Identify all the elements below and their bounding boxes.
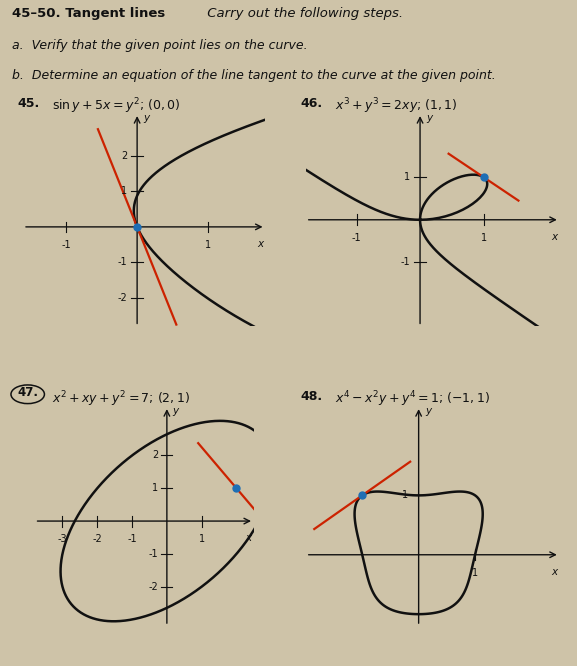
Text: 1: 1 [404, 172, 410, 182]
Text: x: x [257, 238, 263, 248]
Text: 1: 1 [121, 186, 128, 196]
Text: 48.: 48. [300, 390, 322, 403]
Text: 1: 1 [205, 240, 211, 250]
Text: y: y [425, 406, 431, 416]
Text: 2: 2 [121, 151, 128, 161]
Text: -1: -1 [352, 232, 361, 242]
Text: x: x [551, 232, 557, 242]
Text: b.  Determine an equation of the line tangent to the curve at the given point.: b. Determine an equation of the line tan… [12, 69, 495, 82]
Text: y: y [143, 113, 149, 123]
Text: -1: -1 [128, 534, 137, 544]
Text: $x^3 + y^3 = 2xy$; $(1, 1)$: $x^3 + y^3 = 2xy$; $(1, 1)$ [335, 97, 458, 116]
Text: -3: -3 [58, 534, 68, 544]
Text: 1: 1 [481, 232, 486, 242]
Text: x: x [551, 567, 557, 577]
Text: 1: 1 [402, 490, 409, 500]
Text: $x^2 + xy + y^2 = 7$; $(2, 1)$: $x^2 + xy + y^2 = 7$; $(2, 1)$ [52, 390, 190, 409]
Text: 46.: 46. [300, 97, 322, 110]
Text: $x^4 - x^2y + y^4 = 1$; $(-1, 1)$: $x^4 - x^2y + y^4 = 1$; $(-1, 1)$ [335, 390, 490, 409]
Text: 2: 2 [152, 450, 158, 460]
Text: y: y [173, 406, 178, 416]
Text: 47.: 47. [17, 386, 38, 400]
Text: 1: 1 [198, 534, 205, 544]
Text: a.  Verify that the given point lies on the curve.: a. Verify that the given point lies on t… [12, 39, 307, 52]
Text: -1: -1 [118, 257, 128, 268]
Text: -1: -1 [61, 240, 70, 250]
Text: 1: 1 [472, 568, 478, 578]
Text: -1: -1 [400, 257, 410, 268]
Text: -2: -2 [92, 534, 102, 544]
Text: x: x [246, 533, 252, 543]
Text: 45.: 45. [17, 97, 40, 110]
Text: Carry out the following steps.: Carry out the following steps. [203, 7, 403, 20]
Text: -2: -2 [118, 293, 128, 303]
Text: $\sin y + 5x = y^2$; $(0, 0)$: $\sin y + 5x = y^2$; $(0, 0)$ [52, 97, 181, 116]
Text: y: y [426, 113, 433, 123]
Text: -2: -2 [148, 581, 158, 591]
Text: -1: -1 [148, 549, 158, 559]
Text: 1: 1 [152, 484, 158, 494]
Text: 45–50. Tangent lines: 45–50. Tangent lines [12, 7, 165, 20]
